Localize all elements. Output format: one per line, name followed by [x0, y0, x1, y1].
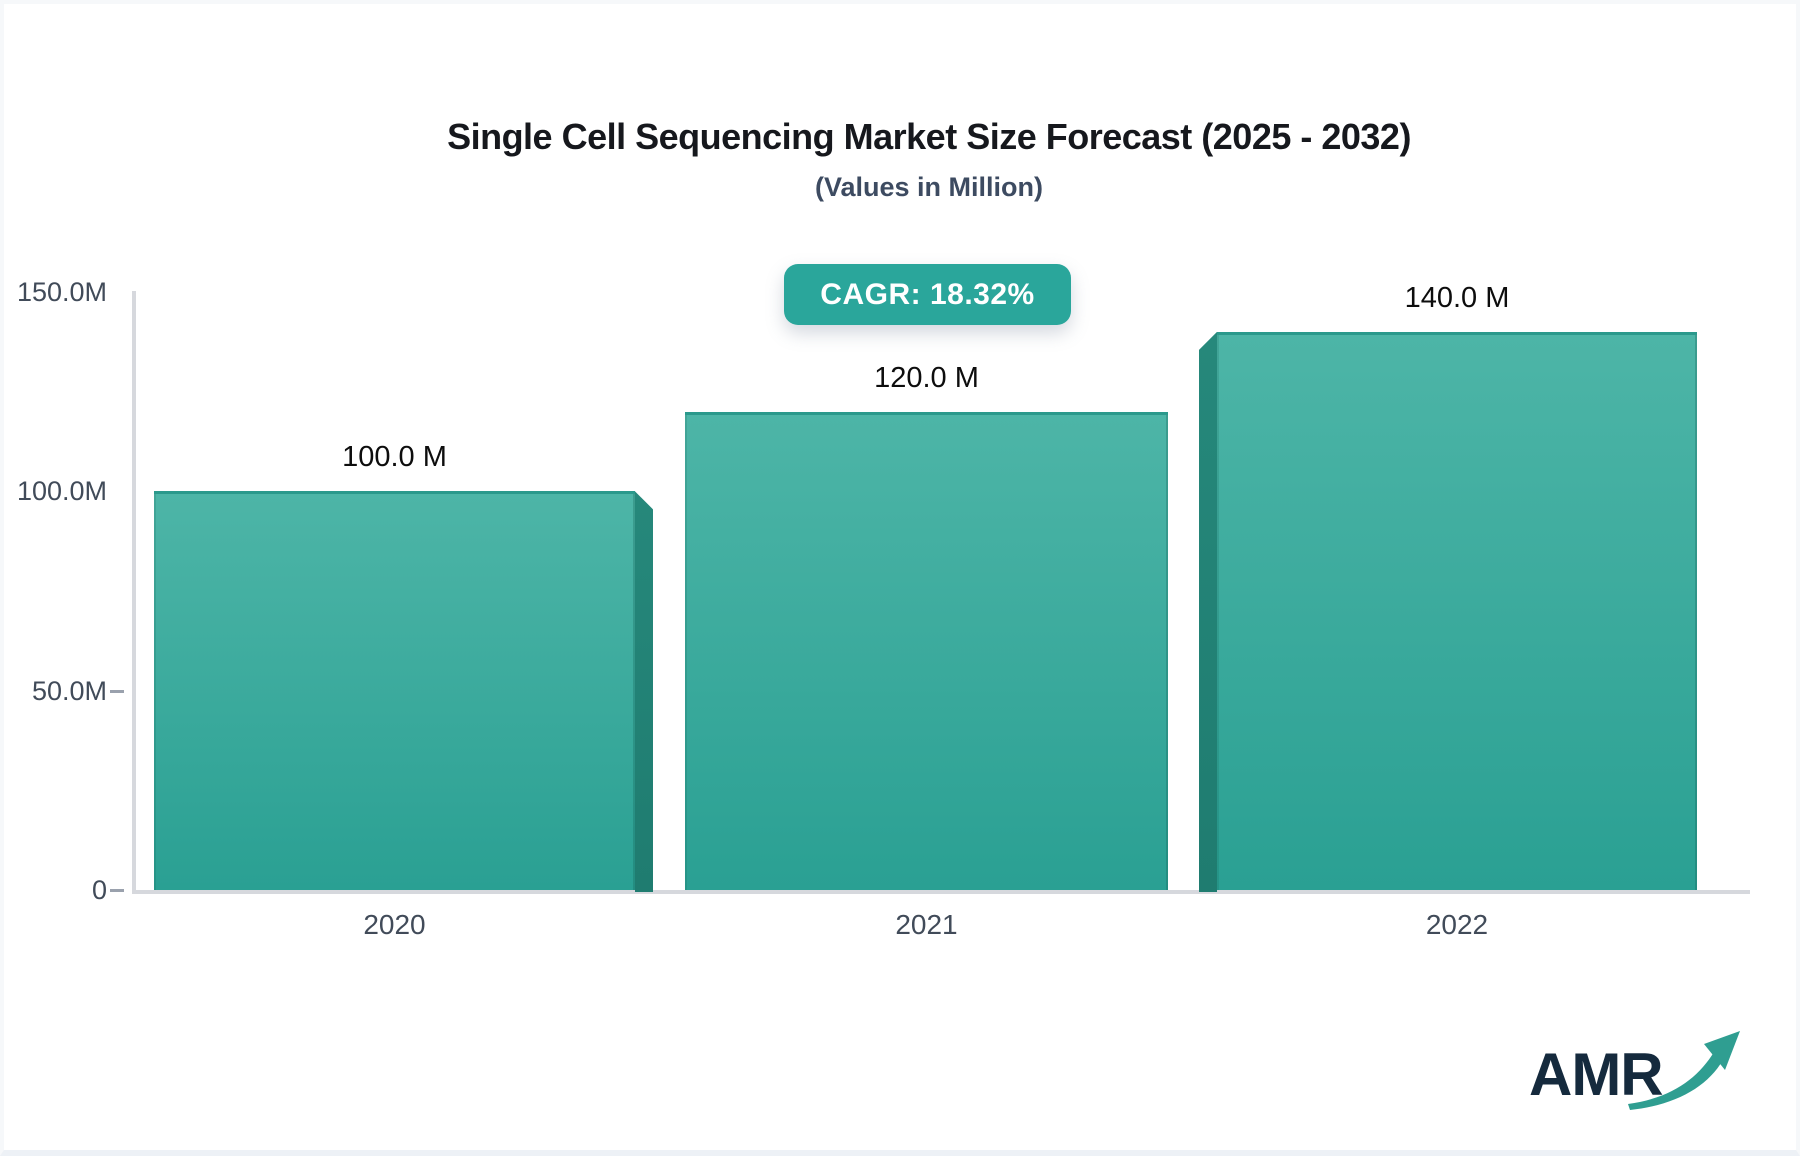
- bar-2022: [1217, 331, 1697, 890]
- bar-value-label: 100.0 M: [342, 441, 447, 474]
- bar-3d-side: [1199, 331, 1217, 892]
- y-axis-tick-label: 50.0M: [31, 675, 107, 706]
- cagr-badge: CAGR: 18.32%: [784, 264, 1071, 325]
- bar-value-label: 120.0 M: [874, 361, 979, 394]
- cagr-badge-label: CAGR: 18.32%: [820, 277, 1035, 311]
- y-axis-tick-label: 0: [91, 875, 107, 905]
- y-axis-line: [132, 291, 136, 892]
- y-axis-tick-mark: [110, 889, 124, 892]
- x-axis-tick-label: 2022: [1425, 909, 1489, 940]
- bar-value-label: 140.0 M: [1404, 281, 1510, 314]
- chart-title: Single Cell Sequencing Market Size Forec…: [447, 116, 1411, 157]
- x-axis-tick-label: 2021: [895, 909, 958, 940]
- growth-arrow-icon: [1628, 1031, 1740, 1110]
- chart-subtitle: (Values in Million): [814, 172, 1044, 202]
- y-axis-tick-label: 100.0M: [16, 476, 107, 507]
- amr-logo-text: AMR: [1529, 1041, 1664, 1108]
- chart-header: Single Cell Sequencing Market Size Forec…: [134, 116, 1724, 203]
- bar-2020: [154, 491, 635, 890]
- bar-2021: [685, 411, 1168, 890]
- plot-area: 150.0M 100.0M 50.0M 0 100.0 M 2020 120.0 M 2021…: [4, 4, 1796, 1150]
- amr-logo: AMR: [1529, 1030, 1744, 1130]
- bar-3d-side: [635, 491, 653, 892]
- x-axis-tick-label: 2020: [363, 909, 426, 940]
- x-axis-line: [132, 890, 1750, 894]
- y-axis-tick-label: 150.0M: [16, 277, 107, 307]
- y-axis-tick-mark: [110, 689, 124, 693]
